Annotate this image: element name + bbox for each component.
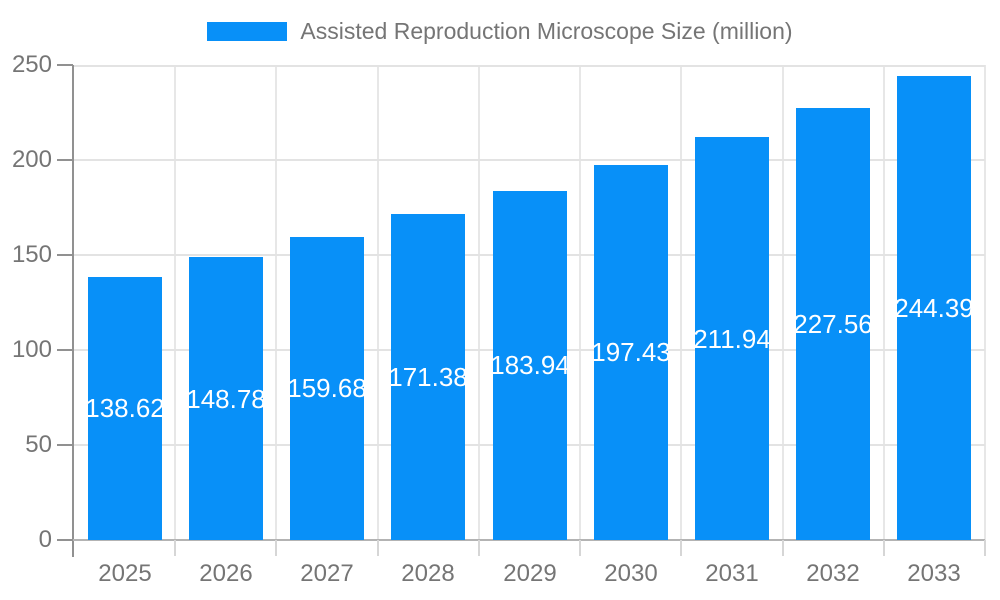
gridline-vertical	[377, 65, 379, 540]
y-axis-tick	[57, 349, 73, 351]
bar-2026[interactable]	[189, 257, 263, 540]
y-axis-label: 100	[11, 336, 52, 363]
bar-value-label: 171.38	[388, 362, 468, 392]
y-axis-label: 250	[11, 51, 52, 78]
gridline-vertical	[275, 65, 277, 540]
bar-2029[interactable]	[493, 191, 567, 540]
gridline-horizontal	[74, 65, 985, 67]
x-axis-label: 2028	[401, 560, 455, 587]
x-axis-label: 2027	[300, 560, 354, 587]
legend-swatch-icon	[207, 21, 288, 41]
bar-value-label: 183.94	[490, 350, 570, 380]
y-axis-tick	[57, 254, 73, 256]
y-axis-label: 50	[25, 431, 52, 458]
x-axis-label: 2033	[907, 560, 961, 587]
x-axis-tick	[883, 540, 885, 556]
x-axis-tick	[579, 540, 581, 556]
y-axis-tick	[57, 444, 73, 446]
x-axis-tick	[174, 540, 176, 556]
x-axis-label: 2025	[98, 560, 152, 587]
bar-2025[interactable]	[88, 277, 162, 540]
x-axis-tick	[377, 540, 379, 556]
x-axis-zero-line	[73, 539, 985, 541]
gridline-horizontal	[74, 159, 985, 161]
y-axis-label: 150	[11, 241, 52, 268]
gridline-vertical	[883, 65, 885, 540]
y-axis-tick	[57, 159, 73, 161]
y-axis-tick	[57, 539, 73, 541]
bar-2033[interactable]	[897, 76, 971, 540]
gridline-vertical	[579, 65, 581, 540]
bar-2030[interactable]	[594, 165, 668, 540]
plot-area: 138.62 148.78 159.68 171.38 183.94 197.43 211.…	[74, 65, 986, 540]
legend-label: Assisted Reproduction Microscope Size (m…	[300, 17, 793, 44]
bar-2032[interactable]	[796, 108, 870, 540]
x-axis-tick	[984, 540, 986, 556]
gridline-vertical	[478, 65, 480, 540]
x-axis-tick	[275, 540, 277, 556]
y-axis-line	[72, 65, 74, 557]
x-axis-tick	[680, 540, 682, 556]
x-axis-label: 2030	[604, 560, 658, 587]
bar-value-label: 227.56	[793, 309, 873, 339]
gridline-vertical	[984, 65, 986, 540]
legend[interactable]: Assisted Reproduction Microscope Size (m…	[0, 12, 1000, 50]
bar-value-label: 211.94	[693, 324, 771, 354]
y-axis-label: 200	[11, 146, 52, 173]
gridline-vertical	[782, 65, 784, 540]
x-axis-tick	[782, 540, 784, 556]
bar-2031[interactable]	[695, 137, 769, 540]
gridline-vertical	[680, 65, 682, 540]
bar-value-label: 148.78	[186, 384, 266, 414]
x-axis-label: 2032	[806, 560, 860, 587]
x-axis-label: 2029	[503, 560, 557, 587]
x-axis-label: 2026	[199, 560, 253, 587]
bar-value-label: 159.68	[287, 373, 367, 403]
y-axis-tick	[57, 64, 73, 66]
bar-2028[interactable]	[391, 214, 465, 540]
y-axis-label: 0	[38, 526, 52, 553]
x-axis-tick	[478, 540, 480, 556]
gridline-vertical	[174, 65, 176, 540]
bar-value-label: 244.39	[894, 293, 974, 323]
bar-value-label: 138.62	[85, 393, 165, 423]
bar-value-label: 197.43	[591, 337, 671, 367]
x-axis-label: 2031	[705, 560, 759, 587]
bar-2027[interactable]	[290, 237, 364, 540]
